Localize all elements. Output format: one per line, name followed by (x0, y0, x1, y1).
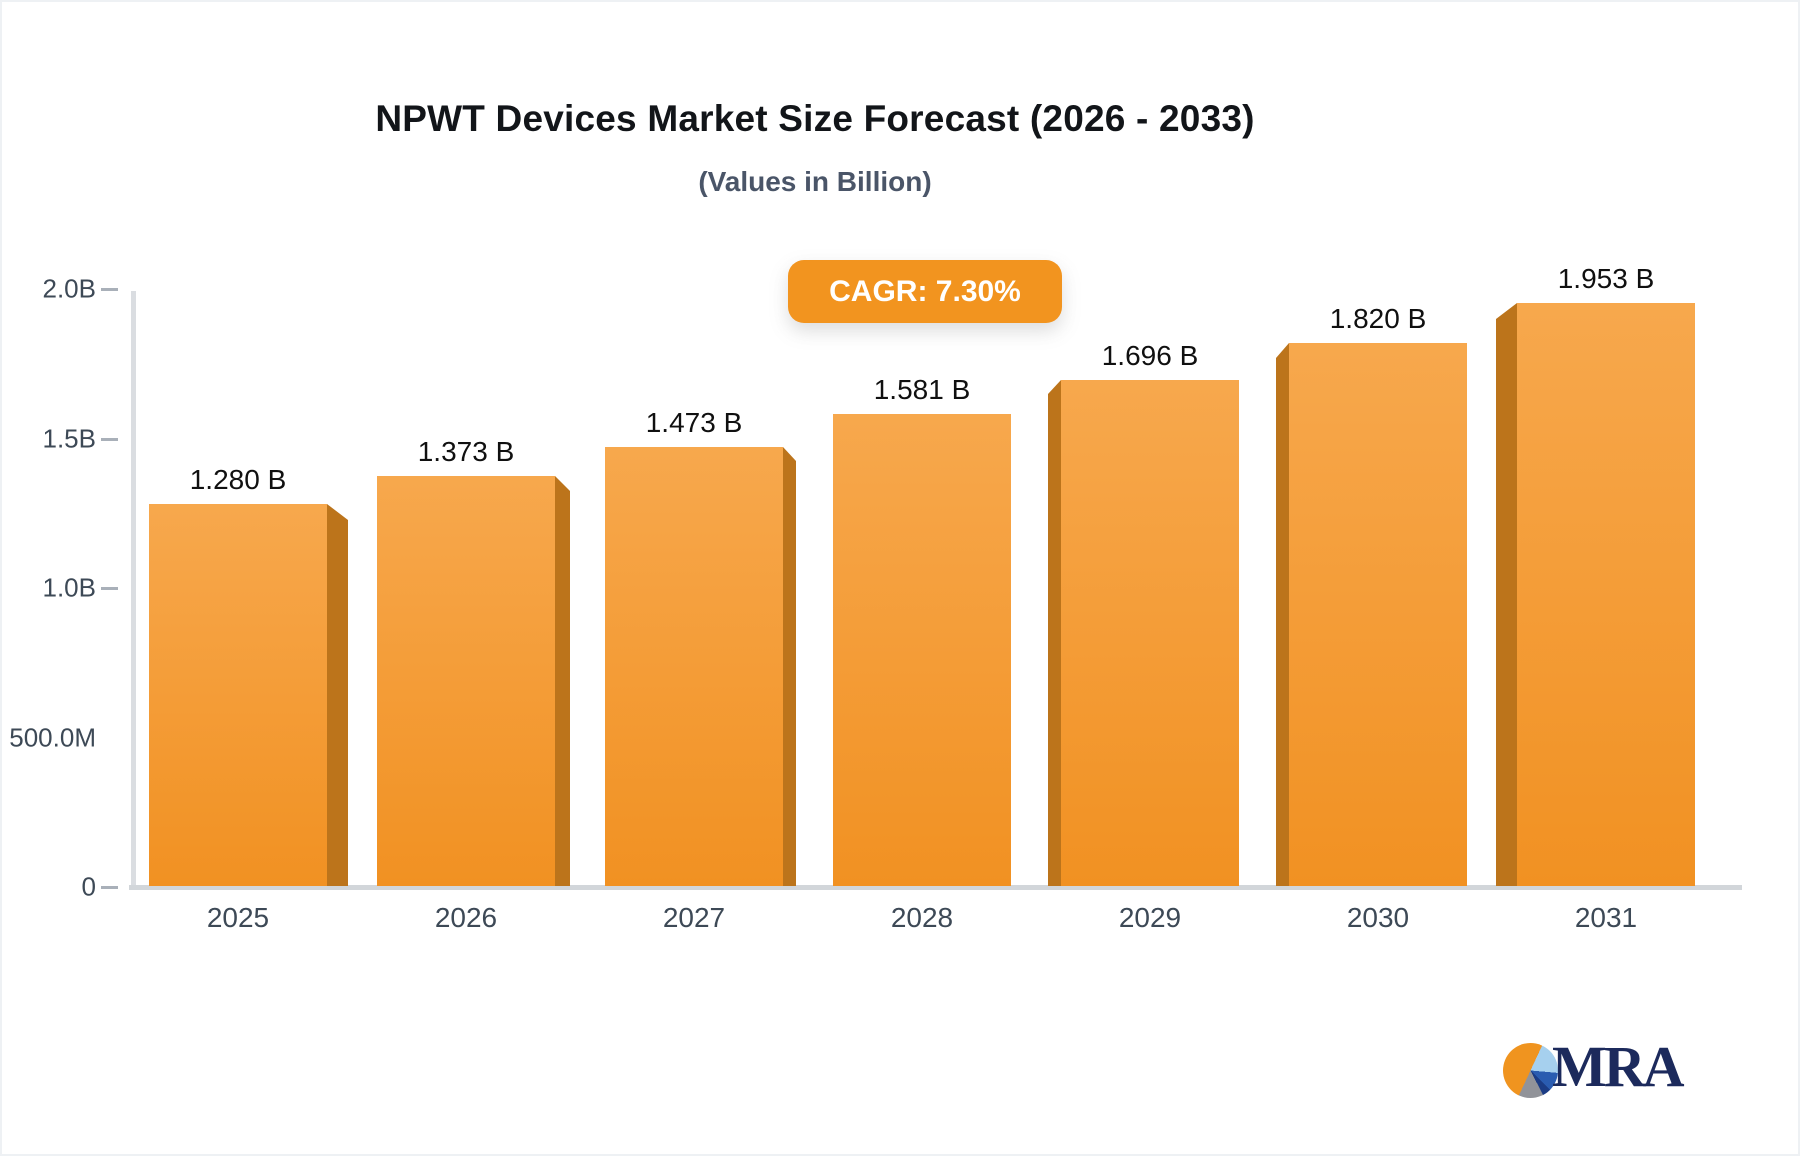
bar-2026-side (555, 476, 570, 886)
cagr-badge: CAGR: 7.30% (788, 260, 1062, 323)
chart-subtitle: (Values in Billion) (698, 166, 932, 197)
mra-logo-text: MRA (1552, 1034, 1685, 1099)
y-axis-tick-label: 1.0B (42, 572, 97, 603)
x-axis-label: 2031 (1574, 902, 1638, 933)
mra-logo: MRA (1503, 1033, 1685, 1101)
bar-value-label: 1.373 B (417, 436, 515, 467)
bar-2030[interactable] (1289, 343, 1467, 886)
bar-2029-side (1048, 380, 1061, 886)
bar-value-label: 1.280 B (189, 464, 287, 495)
chart-title: NPWT Devices Market Size Forecast (2026 … (375, 98, 1255, 139)
y-axis-tick-label: 1.5B (42, 423, 97, 453)
x-axis-label: 2027 (662, 902, 726, 933)
x-axis-label: 2030 (1346, 902, 1410, 933)
bar-value-label: 1.696 B (1101, 340, 1199, 371)
bar-2028[interactable] (833, 414, 1011, 886)
y-axis-tick-dash (101, 288, 118, 291)
y-axis-tick-dash (101, 587, 118, 590)
bar-2029[interactable] (1061, 380, 1239, 886)
bar-2025-side (327, 504, 348, 886)
bar-value-label: 1.473 B (645, 407, 743, 438)
x-axis-baseline (129, 885, 1742, 890)
x-axis-label: 2025 (206, 902, 270, 933)
y-axis-tick-dash (101, 886, 118, 889)
y-axis-tick-label: 500.0M (9, 722, 96, 752)
bar-2025[interactable] (149, 504, 327, 886)
y-axis-tick-label: 0 (81, 871, 96, 902)
x-axis-label: 2028 (890, 902, 954, 933)
bar-2030-side (1276, 343, 1289, 886)
x-axis-label: 2029 (1118, 902, 1182, 933)
bar-value-label: 1.820 B (1329, 303, 1427, 334)
y-axis-tick-label: 2.0B (42, 273, 97, 304)
mra-pie-icon (1503, 1042, 1558, 1098)
bar-2031-side (1496, 303, 1517, 886)
bar-value-label: 1.581 B (873, 374, 971, 405)
bar-2027-side (783, 447, 796, 886)
bar-2026[interactable] (377, 476, 555, 886)
bar-2031[interactable] (1517, 303, 1695, 886)
y-axis-line (131, 291, 136, 887)
bar-value-label: 1.953 B (1557, 263, 1655, 294)
y-axis-tick-dash (101, 437, 118, 441)
x-axis-label: 2026 (434, 902, 498, 933)
bar-2027[interactable] (605, 447, 783, 886)
